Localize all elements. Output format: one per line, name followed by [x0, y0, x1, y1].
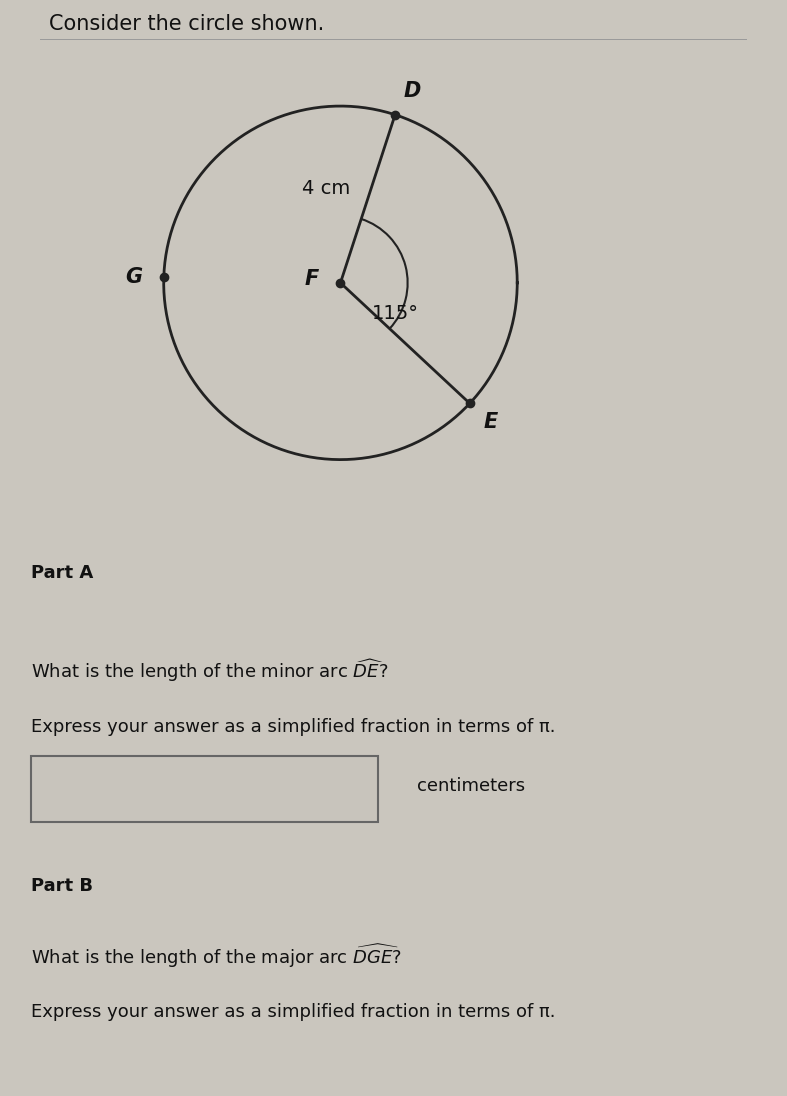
Text: E: E: [484, 412, 498, 432]
Text: 4 cm: 4 cm: [302, 180, 350, 198]
Text: 115°: 115°: [372, 304, 419, 323]
Text: G: G: [125, 266, 142, 287]
Text: Express your answer as a simplified fraction in terms of π.: Express your answer as a simplified frac…: [31, 1003, 556, 1020]
Text: Part A: Part A: [31, 564, 94, 582]
Text: Consider the circle shown.: Consider the circle shown.: [49, 14, 324, 34]
Text: Part B: Part B: [31, 877, 94, 894]
Text: What is the length of the major arc $\widehat{DGE}$?: What is the length of the major arc $\wi…: [31, 943, 402, 970]
Text: centimeters: centimeters: [417, 777, 525, 796]
FancyBboxPatch shape: [31, 756, 378, 822]
Text: Express your answer as a simplified fraction in terms of π.: Express your answer as a simplified frac…: [31, 718, 556, 735]
Text: F: F: [305, 270, 320, 289]
Text: D: D: [404, 81, 421, 101]
Text: What is the length of the minor arc $\widehat{DE}$?: What is the length of the minor arc $\wi…: [31, 658, 389, 684]
